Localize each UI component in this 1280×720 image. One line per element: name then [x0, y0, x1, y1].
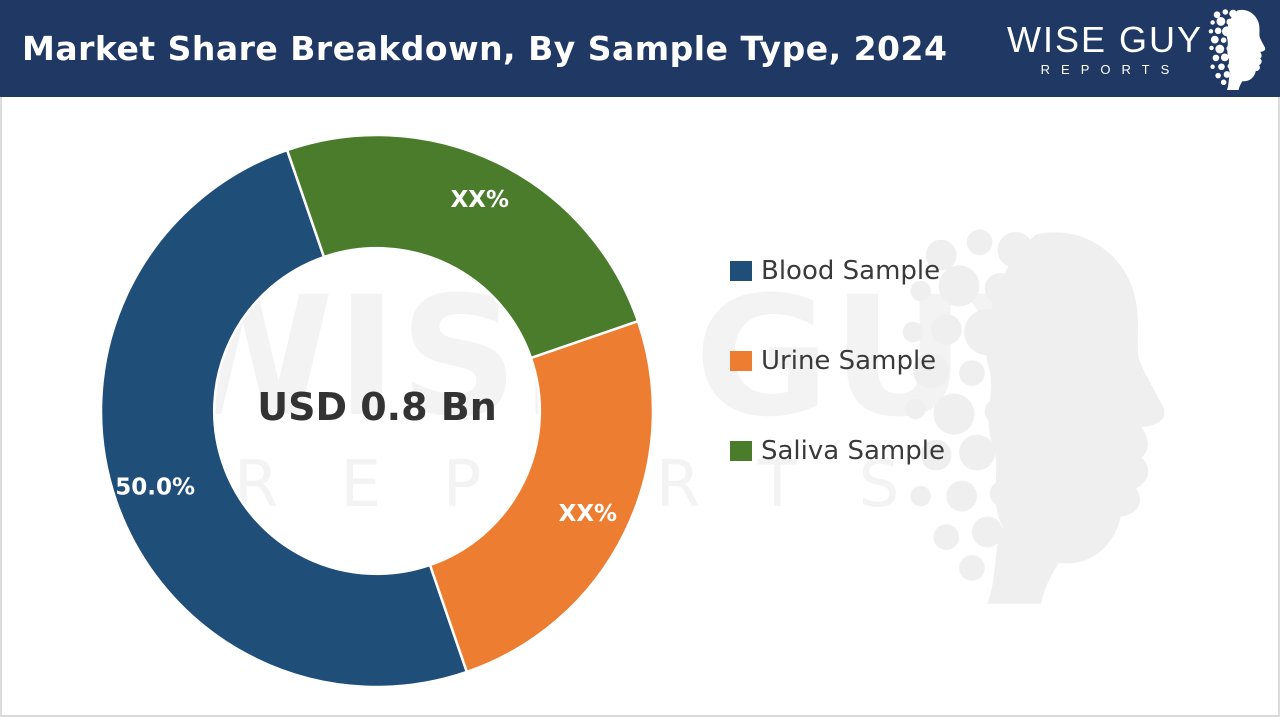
legend-swatch-blood — [730, 261, 752, 281]
donut-chart: 50.0% XX% XX% — [99, 133, 655, 689]
header-bar: Market Share Breakdown, By Sample Type, … — [0, 0, 1280, 97]
segment-percentage-label: XX% — [451, 187, 510, 213]
donut-center-value: USD 0.8 Bn — [257, 385, 497, 429]
legend-item-urine-sample: Urine Sample — [730, 345, 945, 377]
donut-segment-blood-sample — [99, 148, 469, 689]
legend-label: Urine Sample — [761, 346, 937, 376]
legend-swatch-saliva — [730, 441, 752, 461]
brand-logo: WISE GUY REPORTS — [1007, 7, 1268, 90]
legend-item-saliva-sample: Saliva Sample — [730, 435, 945, 467]
segment-percentage-label: XX% — [559, 501, 618, 527]
head-profile-icon — [1208, 9, 1266, 90]
legend-label: Blood Sample — [761, 256, 941, 286]
donut-segment-saliva-sample — [285, 133, 640, 360]
brand-subtitle: REPORTS — [1040, 61, 1181, 77]
legend-label: Saliva Sample — [761, 436, 945, 466]
chart-canvas: WISE GUY REPORTS 50.0%XX%XX% USD 0.8 Bn … — [0, 97, 1280, 717]
page-title: Market Share Breakdown, By Sample Type, … — [22, 29, 948, 68]
brand-logo-text: WISE GUY REPORTS — [1007, 20, 1203, 77]
chart-legend: Blood Sample Urine Sample Saliva Sample — [730, 255, 945, 525]
donut-segment-urine-sample — [428, 319, 655, 674]
legend-item-blood-sample: Blood Sample — [730, 255, 945, 287]
legend-swatch-urine — [730, 351, 752, 371]
segment-percentage-label: 50.0% — [115, 474, 195, 500]
brand-name: WISE GUY — [1006, 19, 1203, 61]
